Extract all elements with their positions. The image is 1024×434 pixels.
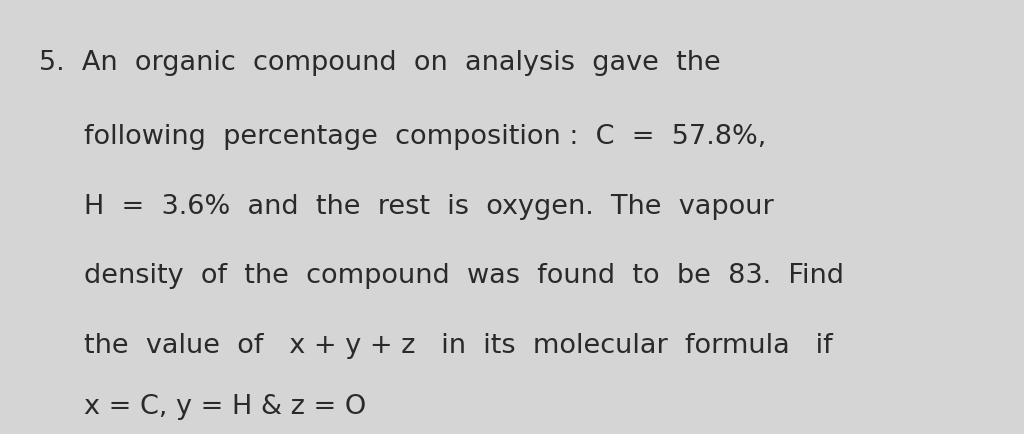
Text: 5.  An  organic  compound  on  analysis  gave  the: 5. An organic compound on analysis gave … bbox=[39, 50, 721, 76]
Text: H  =  3.6%  and  the  rest  is  oxygen.  The  vapour: H = 3.6% and the rest is oxygen. The vap… bbox=[84, 193, 774, 219]
Text: the  value  of   x + y + z   in  its  molecular  formula   if: the value of x + y + z in its molecular … bbox=[84, 332, 833, 358]
Text: density  of  the  compound  was  found  to  be  83.  Find: density of the compound was found to be … bbox=[84, 263, 844, 289]
Text: x = C, y = H & z = O: x = C, y = H & z = O bbox=[84, 393, 367, 419]
Text: following  percentage  composition :  C  =  57.8%,: following percentage composition : C = 5… bbox=[84, 124, 766, 150]
